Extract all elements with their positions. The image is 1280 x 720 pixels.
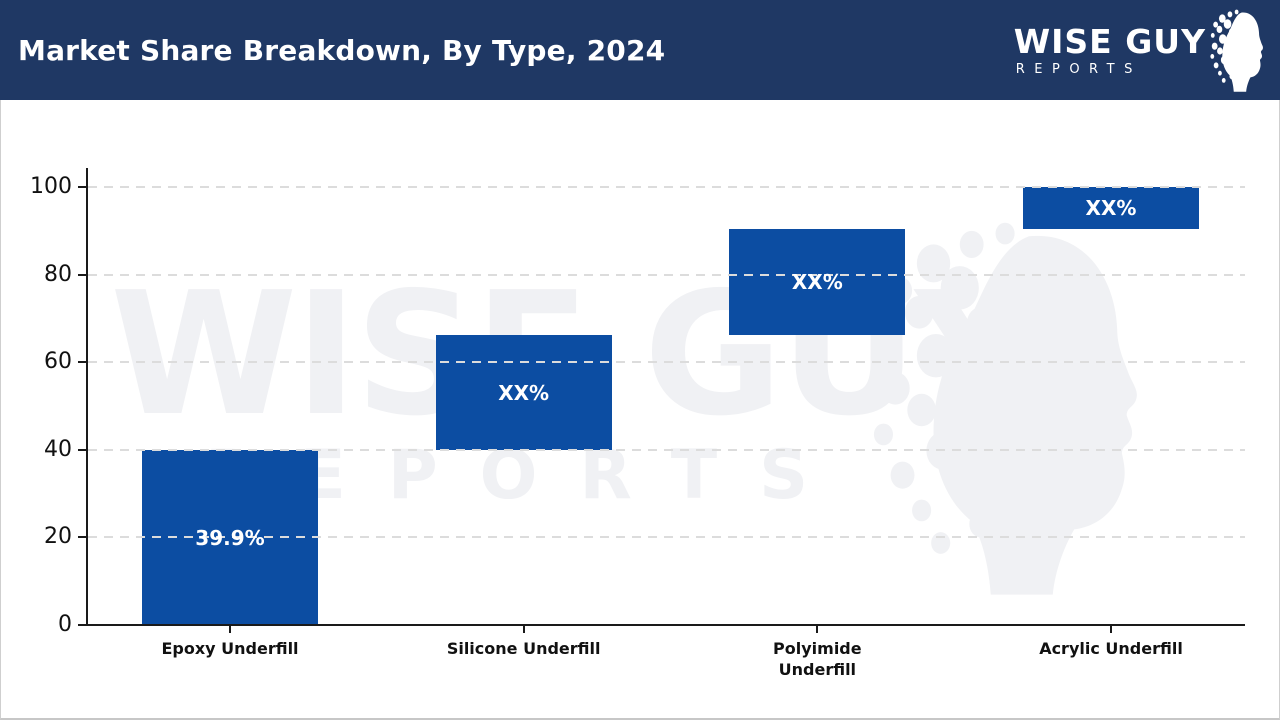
bar-value-label: XX%	[791, 270, 843, 295]
y-tick	[78, 536, 86, 539]
header: Market Share Breakdown, By Type, 2024 WI…	[0, 0, 1280, 100]
bar-value-label: 39.9%	[195, 525, 265, 550]
x-tick	[229, 626, 231, 633]
bar-acrylic-underfill	[1023, 187, 1199, 230]
bar-polyimide-underfill	[729, 229, 906, 336]
x-axis	[86, 624, 1245, 626]
grid-line	[88, 361, 1245, 364]
x-tick	[522, 626, 525, 633]
y-tick	[78, 361, 86, 364]
bar-silicone-underfill	[435, 335, 612, 451]
y-tick	[78, 448, 86, 451]
y-tick-label: 80	[44, 261, 72, 287]
brand-logo: WISE GUY REPORTS	[1014, 7, 1270, 95]
grid-line	[88, 186, 1245, 188]
y-tick-label: 100	[30, 174, 72, 199]
bar-value-label: XX%	[1085, 196, 1137, 221]
x-tick	[816, 626, 819, 633]
wise-guy-head-icon	[1208, 9, 1270, 93]
x-tick-label-epoxy-underfill: Epoxy Underfill	[161, 639, 299, 658]
grid-line	[88, 448, 1245, 451]
y-tick-label: 20	[44, 524, 72, 550]
brand-name: WISE GUY	[1013, 22, 1206, 61]
y-tick-label: 40	[44, 436, 72, 462]
page-title: Market Share Breakdown, By Type, 2024	[18, 33, 666, 67]
y-axis	[86, 168, 88, 625]
x-tick-label-acrylic-underfill: Acrylic Underfill	[1039, 639, 1183, 658]
y-tick	[78, 624, 86, 626]
y-tick-label: 0	[58, 612, 72, 637]
x-tick-label-polyimide-underfill: Polyimide Underfill	[773, 639, 862, 680]
y-tick	[78, 186, 86, 188]
y-tick	[78, 273, 86, 276]
bar-value-label: XX%	[498, 380, 550, 405]
x-tick	[1110, 626, 1112, 633]
grid-line	[88, 536, 1245, 539]
brand-text: WISE GUY REPORTS	[1014, 25, 1206, 77]
grid-line	[88, 273, 1245, 276]
x-tick-label-silicone-underfill: Silicone Underfill	[446, 639, 601, 658]
brand-subtitle: REPORTS	[1015, 62, 1142, 77]
y-tick-label: 60	[44, 349, 72, 375]
